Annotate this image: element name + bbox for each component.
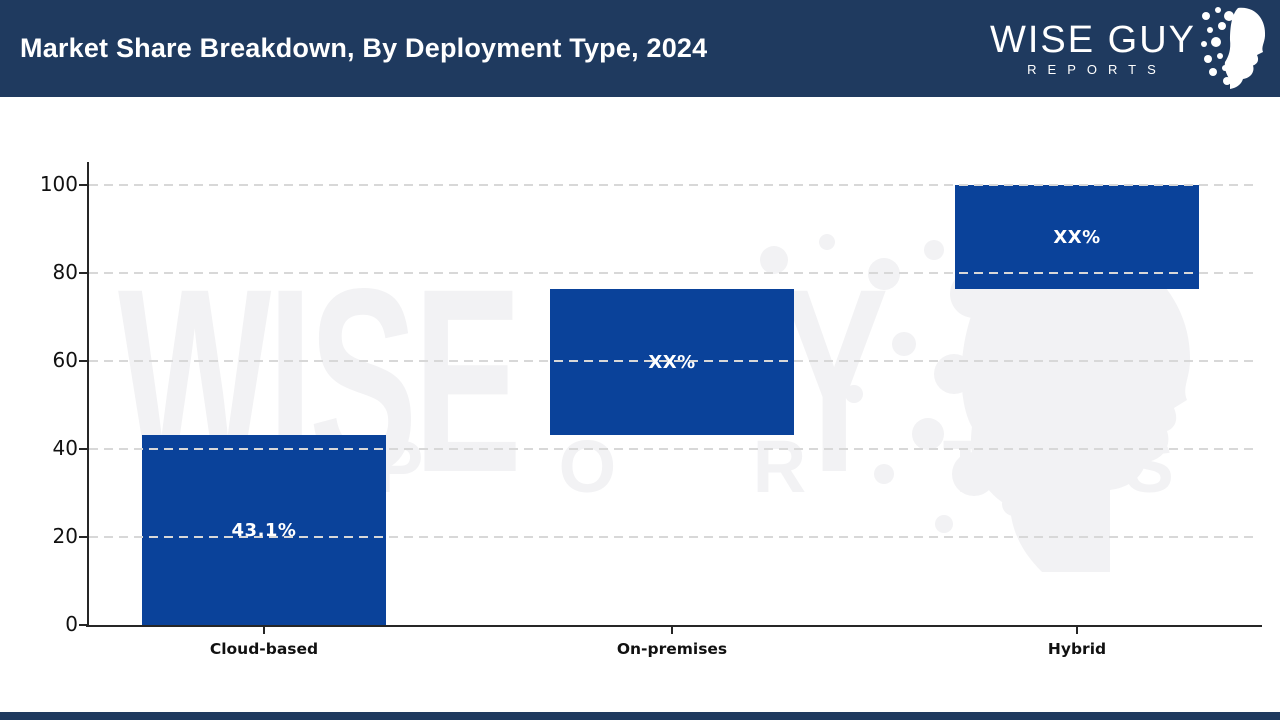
wiseguy-head-icon	[1198, 4, 1270, 94]
y-tick-mark	[79, 360, 87, 362]
bar-on-premises: XX%	[550, 289, 794, 436]
y-tick-label: 20	[52, 524, 78, 548]
y-tick-mark	[79, 184, 87, 186]
x-tick-label: On-premises	[616, 640, 728, 658]
x-tick-mark	[671, 627, 673, 634]
x-tick-label: Cloud-based	[209, 640, 319, 658]
gridline	[89, 536, 1258, 538]
x-axis-line	[86, 625, 1262, 627]
gridline	[89, 448, 1258, 450]
bar-value-label: XX%	[1053, 226, 1101, 248]
bar-value-label: 43.1%	[231, 519, 297, 541]
y-tick-mark	[79, 624, 87, 626]
footer-bar	[0, 712, 1280, 720]
x-tick-mark	[1076, 627, 1078, 634]
x-tick-mark	[263, 627, 265, 634]
logo-wordmark: WISE GUY	[989, 19, 1196, 61]
gridline	[89, 272, 1258, 274]
y-axis-line	[87, 162, 89, 627]
watermark-ports-text: P O R T S	[374, 425, 1232, 508]
y-tick-label: 60	[52, 348, 78, 372]
x-tick-label: Hybrid	[1047, 640, 1107, 658]
y-tick-mark	[79, 448, 87, 450]
logo-text: WISE GUY REPORTS	[990, 21, 1196, 76]
bar-cloud-based: 43.1%	[142, 435, 386, 625]
gridline	[89, 184, 1258, 186]
y-tick-mark	[79, 272, 87, 274]
watermark-y-text: Y	[780, 234, 889, 527]
gridline	[89, 360, 1258, 362]
y-tick-label: 0	[65, 612, 78, 636]
y-tick-label: 100	[39, 172, 78, 196]
y-tick-mark	[79, 536, 87, 538]
header-bar: Market Share Breakdown, By Deployment Ty…	[0, 0, 1280, 97]
wise-guy-logo: WISE GUY REPORTS	[990, 4, 1270, 94]
logo-reports-label: REPORTS	[1027, 62, 1167, 77]
y-tick-label: 40	[52, 436, 78, 460]
bar-value-label: XX%	[648, 351, 696, 373]
y-tick-label: 80	[52, 260, 78, 284]
page-title: Market Share Breakdown, By Deployment Ty…	[20, 33, 708, 63]
